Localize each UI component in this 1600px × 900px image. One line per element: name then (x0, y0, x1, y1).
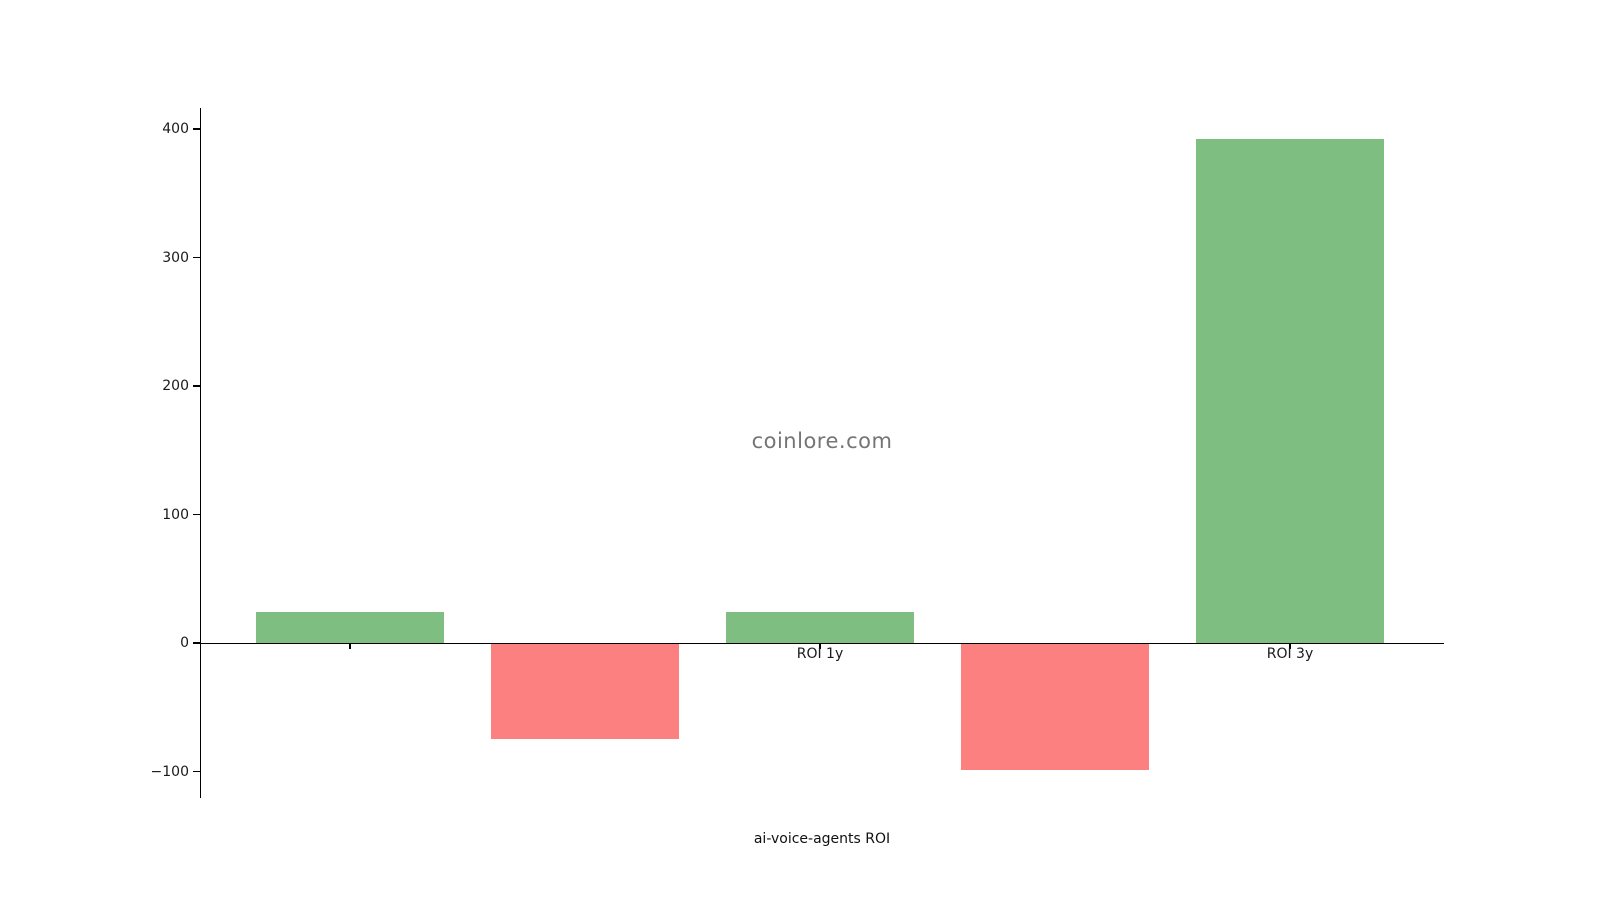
x-tick-mark-1 (349, 643, 351, 649)
y-tick-mark-200 (192, 385, 200, 387)
bar-unlabeled-2 (491, 643, 679, 740)
y-tick-label-300: 300 (162, 249, 189, 266)
watermark-text: coinlore.com (751, 429, 893, 453)
y-tick-label-400: 400 (162, 121, 189, 137)
y-tick-mark--100 (192, 770, 200, 773)
y-axis-spine (200, 108, 202, 798)
x-tick-label-roi-1y: ROI 1y (796, 646, 844, 662)
y-tick-mark-100 (192, 513, 200, 516)
y-tick-mark-0 (192, 642, 200, 644)
x-tick-mark-3 (819, 643, 821, 649)
x-tick-mark-5 (1289, 643, 1291, 649)
y-tick-label-0: 0 (180, 635, 189, 651)
x-tick-label-roi-3y: ROI 3y (1266, 646, 1314, 662)
y-tick-label-200: 200 (162, 378, 189, 394)
y-tick-label--100: −100 (150, 763, 189, 780)
y-tick-mark-300 (192, 256, 200, 259)
bar-roi-3y (1196, 139, 1384, 643)
y-tick-label-100: 100 (162, 506, 189, 523)
y-tick-mark-400 (192, 128, 200, 130)
bar-unlabeled-1 (256, 612, 444, 643)
bar-unlabeled-4 (961, 643, 1149, 771)
chart-title: ai-voice-agents ROI (753, 831, 891, 847)
x-axis-zero-line (200, 642, 1444, 644)
bar-roi-1y (726, 612, 914, 643)
